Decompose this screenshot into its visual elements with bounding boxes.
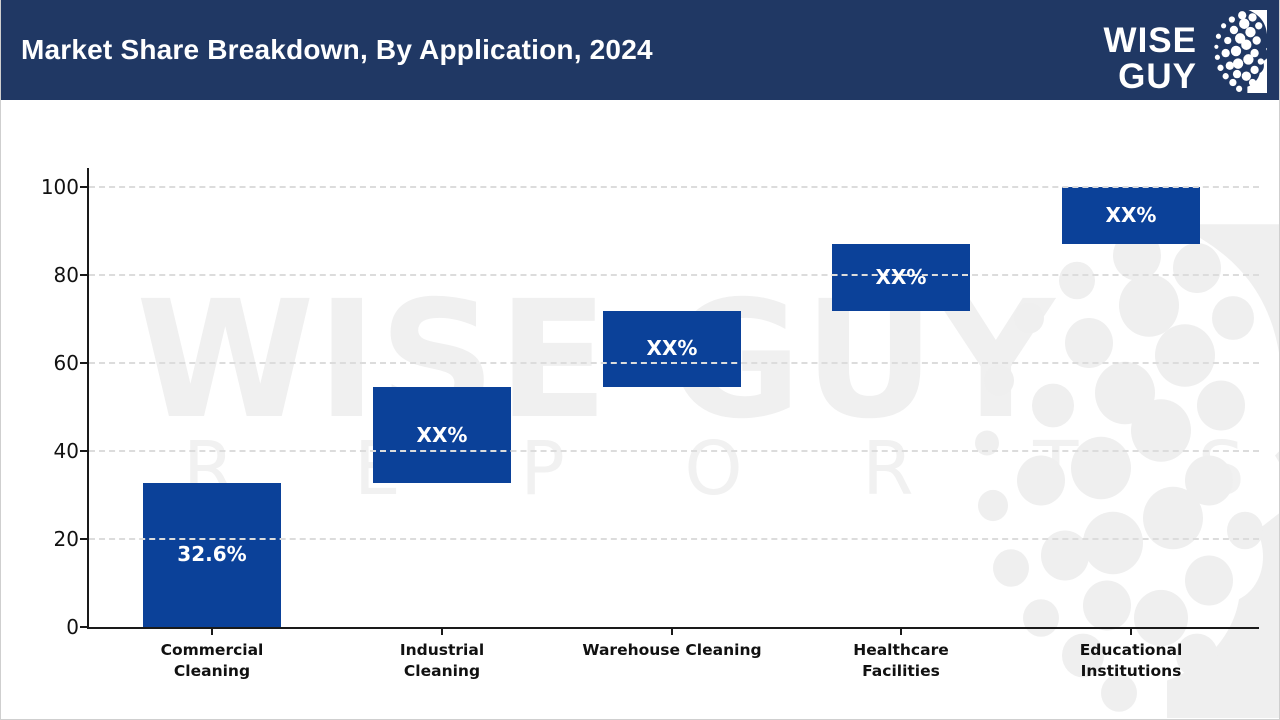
grid-line xyxy=(89,185,1259,188)
y-tick-mark xyxy=(80,626,88,628)
x-category-label-line: Educational xyxy=(1079,641,1183,659)
header-bar: Market Share Breakdown, By Application, … xyxy=(1,0,1279,113)
x-category-label-line: Healthcare xyxy=(853,641,949,659)
x-category-label: Warehouse Cleaning xyxy=(552,640,792,661)
x-category-label-line: Commercial xyxy=(160,641,264,659)
x-category-label-line: Industrial xyxy=(399,641,485,659)
y-tick-mark xyxy=(80,361,88,364)
y-tick-mark xyxy=(80,449,88,452)
bar-value-label: XX% xyxy=(1105,202,1157,227)
grid-line xyxy=(89,273,1259,276)
x-category-label-line: Cleaning xyxy=(173,662,251,680)
bar-value-label: XX% xyxy=(416,422,468,447)
bar-value-label: XX% xyxy=(646,336,698,361)
bar-value-label: XX% xyxy=(875,264,927,289)
bar-educational-institutions xyxy=(1062,186,1200,244)
x-axis-line xyxy=(87,627,1259,629)
y-axis-line xyxy=(87,168,89,629)
x-category-label: Educational Institutions xyxy=(1011,640,1251,682)
x-category-label: Commercial Cleaning xyxy=(92,640,332,682)
logo-wordmark: WISE GUY xyxy=(1103,21,1197,96)
y-tick-label: 80 xyxy=(53,262,79,287)
y-tick-mark xyxy=(80,537,88,540)
x-category-label-line: Facilities xyxy=(862,662,940,680)
x-category-label-line: Cleaning xyxy=(403,662,481,680)
x-tick-mark xyxy=(211,627,213,635)
y-tick-label: 20 xyxy=(53,526,79,551)
y-tick-mark xyxy=(80,185,88,188)
watermark-subtitle: R E P O R T S xyxy=(183,426,1280,512)
wiseguy-head-icon xyxy=(1214,10,1267,93)
bar-industrial-cleaning xyxy=(373,386,511,484)
y-tick-label: 100 xyxy=(40,174,79,199)
chart-plot-area: WISE GUY R E P O R T S 0 20 40 60 80 100 32.6%… xyxy=(1,100,1280,719)
x-tick-mark xyxy=(900,627,902,635)
page-title: Market Share Breakdown, By Application, … xyxy=(21,34,653,65)
grid-line xyxy=(89,537,1259,540)
bar-healthcare-facilities xyxy=(832,243,970,312)
grid-line xyxy=(89,449,1259,452)
x-tick-mark xyxy=(1130,627,1132,635)
x-tick-mark xyxy=(441,627,443,635)
bar-warehouse-cleaning xyxy=(603,311,741,387)
y-tick-label: 40 xyxy=(53,438,79,463)
x-tick-mark xyxy=(671,627,673,635)
y-tick-label: 60 xyxy=(53,350,79,375)
y-tick-mark xyxy=(80,273,88,276)
x-category-label-line: Warehouse Cleaning xyxy=(582,641,762,659)
x-category-label-line: Institutions xyxy=(1080,662,1182,680)
watermark-head-icon xyxy=(975,224,1279,718)
bar-value-label: 32.6% xyxy=(177,542,247,567)
bar-commercial-cleaning xyxy=(143,483,281,627)
x-category-label: Industrial Cleaning xyxy=(322,640,562,682)
x-category-label: Healthcare Facilities xyxy=(781,640,1021,682)
y-tick-label: 0 xyxy=(66,615,79,639)
grid-line xyxy=(89,361,1259,364)
